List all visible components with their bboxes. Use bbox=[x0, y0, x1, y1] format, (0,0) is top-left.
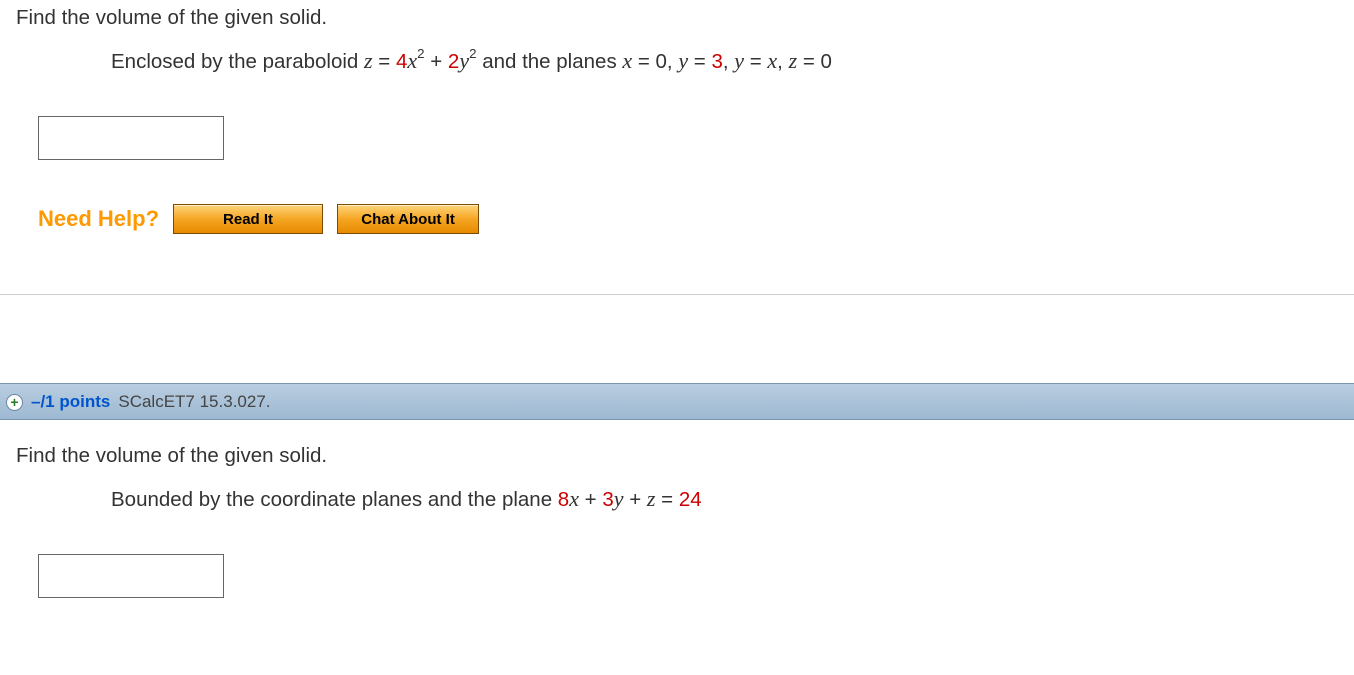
expand-icon[interactable]: + bbox=[6, 394, 23, 411]
plane-x: x bbox=[622, 48, 632, 73]
q1-desc-pre: Enclosed by the paraboloid bbox=[111, 50, 364, 73]
chat-about-it-button[interactable]: Chat About It bbox=[337, 204, 479, 234]
points-label: –/1 points bbox=[31, 392, 110, 412]
question-header-bar: + –/1 points SCalcET7 15.3.027. bbox=[0, 383, 1354, 420]
q2-var-x: x bbox=[569, 486, 579, 511]
exp-2b: 2 bbox=[469, 46, 476, 61]
plane-x2: x bbox=[767, 48, 777, 73]
comma1: , bbox=[723, 50, 734, 73]
question-reference: SCalcET7 15.3.027. bbox=[118, 392, 270, 412]
q2-answer-input[interactable] bbox=[38, 554, 224, 598]
q2-var-z: z bbox=[647, 486, 656, 511]
var-z: z bbox=[364, 48, 373, 73]
exp-2a: 2 bbox=[417, 46, 424, 61]
eq-sign: = bbox=[378, 50, 396, 73]
q2-description: Bounded by the coordinate planes and the… bbox=[111, 486, 1338, 512]
q2-prompt: Find the volume of the given solid. bbox=[16, 444, 1338, 468]
plane-x-val: = 0, bbox=[632, 50, 678, 73]
q2-desc-pre: Bounded by the coordinate planes and the… bbox=[111, 488, 558, 511]
q2-eq: = bbox=[661, 488, 679, 511]
q2-plus1: + bbox=[585, 488, 603, 511]
var-x: x bbox=[407, 48, 417, 73]
plus-sign: + bbox=[430, 50, 448, 73]
rhs-24: 24 bbox=[679, 488, 702, 511]
coef-4: 4 bbox=[396, 50, 407, 73]
section-divider bbox=[0, 294, 1354, 295]
q1-prompt: Find the volume of the given solid. bbox=[16, 6, 1338, 30]
read-it-button[interactable]: Read It bbox=[173, 204, 323, 234]
question-1-block: Find the volume of the given solid. Encl… bbox=[0, 6, 1354, 234]
question-2-block: Find the volume of the given solid. Boun… bbox=[0, 420, 1354, 598]
val-3: 3 bbox=[711, 50, 722, 73]
q1-desc-mid: and the planes bbox=[482, 50, 622, 73]
q2-plus2: + bbox=[629, 488, 647, 511]
eq3: = bbox=[744, 50, 767, 73]
q1-answer-input[interactable] bbox=[38, 116, 224, 160]
plane-y: y bbox=[678, 48, 688, 73]
comma2: , bbox=[777, 50, 788, 73]
plane-y2: y bbox=[734, 48, 744, 73]
need-help-label: Need Help? bbox=[38, 206, 159, 232]
q1-description: Enclosed by the paraboloid z = 4x2 + 2y2… bbox=[111, 48, 1338, 74]
coef-8: 8 bbox=[558, 488, 569, 511]
coef-3: 3 bbox=[602, 488, 613, 511]
q2-var-y: y bbox=[614, 486, 624, 511]
help-row: Need Help? Read It Chat About It bbox=[38, 204, 1338, 234]
plane-z-val: = 0 bbox=[797, 50, 832, 73]
eq2: = bbox=[688, 50, 711, 73]
plane-z: z bbox=[789, 48, 798, 73]
coef-2: 2 bbox=[448, 50, 459, 73]
var-y: y bbox=[459, 48, 469, 73]
